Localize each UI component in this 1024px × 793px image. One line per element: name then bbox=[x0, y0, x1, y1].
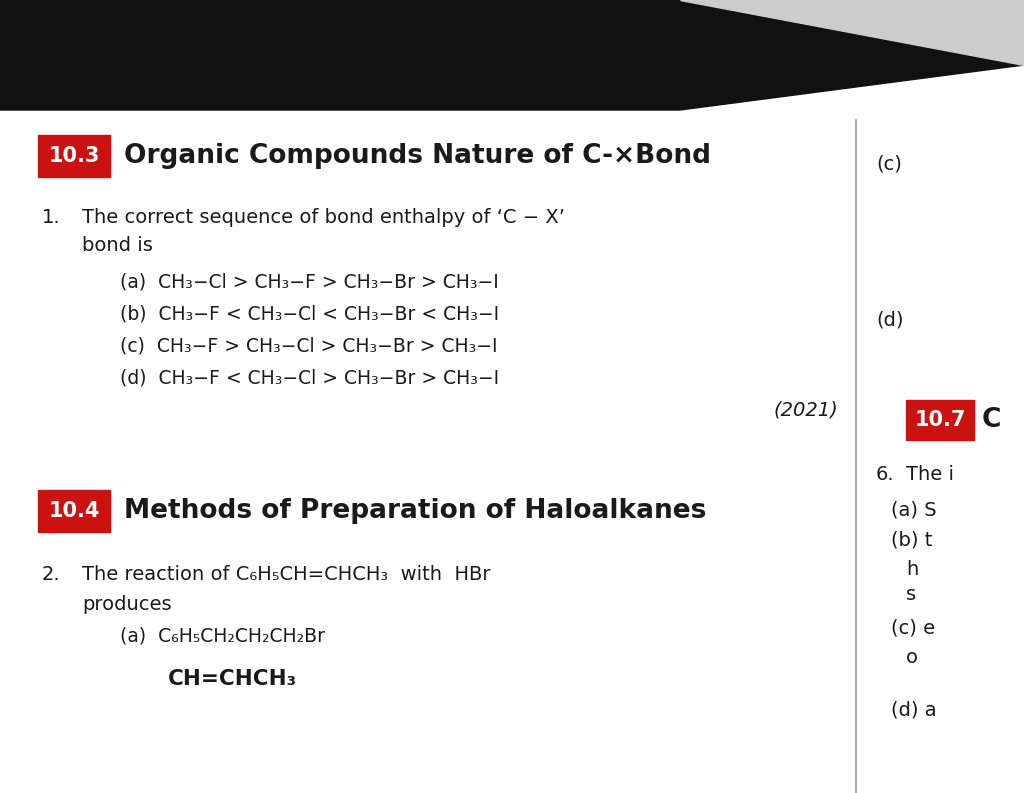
Bar bbox=[38, 490, 110, 532]
Text: h: h bbox=[906, 560, 919, 579]
Text: 10.4: 10.4 bbox=[48, 501, 99, 521]
Text: (a) S: (a) S bbox=[891, 500, 937, 519]
Text: Organic Compounds Nature of C-×Bond: Organic Compounds Nature of C-×Bond bbox=[124, 143, 711, 169]
Text: (c): (c) bbox=[877, 155, 902, 174]
Text: (d): (d) bbox=[877, 310, 903, 329]
Text: C: C bbox=[982, 407, 1001, 433]
Text: The i: The i bbox=[906, 465, 954, 484]
Text: (d) a: (d) a bbox=[891, 700, 937, 719]
Text: s: s bbox=[906, 585, 916, 604]
Text: (c) e: (c) e bbox=[891, 618, 935, 637]
Text: 6.: 6. bbox=[877, 465, 895, 484]
Text: (d)  CH₃−F < CH₃−Cl > CH₃−Br > CH₃−I: (d) CH₃−F < CH₃−Cl > CH₃−Br > CH₃−I bbox=[120, 368, 499, 387]
Text: 10.3: 10.3 bbox=[48, 146, 99, 166]
Text: (a)  CH₃−Cl > CH₃−F > CH₃−Br > CH₃−I: (a) CH₃−Cl > CH₃−F > CH₃−Br > CH₃−I bbox=[120, 272, 499, 291]
Text: produces: produces bbox=[82, 595, 172, 614]
Text: Methods of Preparation of Haloalkanes: Methods of Preparation of Haloalkanes bbox=[124, 498, 707, 524]
Text: (c)  CH₃−F > CH₃−Cl > CH₃−Br > CH₃−I: (c) CH₃−F > CH₃−Cl > CH₃−Br > CH₃−I bbox=[120, 336, 498, 355]
Bar bbox=[906, 400, 974, 440]
Text: 1.: 1. bbox=[42, 208, 60, 227]
Text: CH=CHCH₃: CH=CHCH₃ bbox=[168, 669, 297, 689]
Text: (2021): (2021) bbox=[773, 400, 838, 419]
Text: 2.: 2. bbox=[42, 565, 60, 584]
Bar bbox=[38, 135, 110, 177]
Text: The correct sequence of bond enthalpy of ‘C − X’: The correct sequence of bond enthalpy of… bbox=[82, 208, 565, 227]
Polygon shape bbox=[680, 0, 1024, 65]
Text: The reaction of C₆H₅CH=CHCH₃  with  HBr: The reaction of C₆H₅CH=CHCH₃ with HBr bbox=[82, 565, 490, 584]
Text: (b)  CH₃−F < CH₃−Cl < CH₃−Br < CH₃−I: (b) CH₃−F < CH₃−Cl < CH₃−Br < CH₃−I bbox=[120, 304, 499, 323]
Text: (a)  C₆H₅CH₂CH₂CH₂Br: (a) C₆H₅CH₂CH₂CH₂Br bbox=[120, 627, 325, 646]
Text: (b) t: (b) t bbox=[891, 530, 933, 549]
Text: o: o bbox=[906, 648, 919, 667]
Text: bond is: bond is bbox=[82, 236, 153, 255]
Polygon shape bbox=[0, 0, 1024, 110]
Text: 10.7: 10.7 bbox=[914, 410, 966, 430]
